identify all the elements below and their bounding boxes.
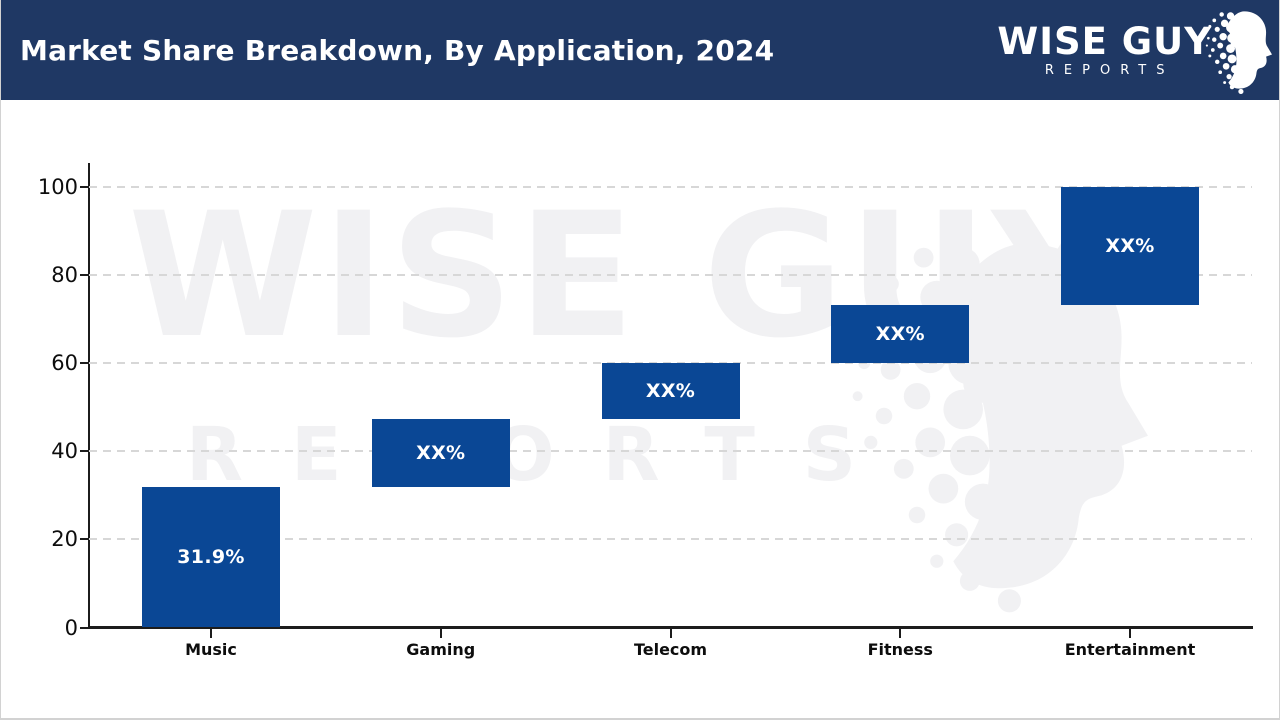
x-tick-mark [899,629,902,638]
bar-value-label: 31.9% [177,546,245,569]
y-tick-label: 0 [64,615,78,640]
y-tick-mark [80,274,89,277]
bar-value-label: XX% [416,441,466,464]
y-tick-mark [80,626,89,629]
bar-value-label: XX% [645,379,696,402]
x-category-label: Entertainment [1064,640,1196,659]
x-category-label: Music [185,640,237,659]
x-tick-mark [1129,629,1131,638]
chart-area: WISE GUY REPORTS 0 20 40 60 80 100 31.9% Music X… [0,100,1280,720]
x-axis-line [88,626,1253,629]
gridline [89,186,1252,188]
x-category-label: Fitness [867,640,933,659]
gridline [89,450,1252,453]
y-tick-mark [80,186,89,188]
bar-value-label: XX% [875,323,925,346]
bar-value-label: XX% [1105,235,1155,258]
bar: XX% [371,418,510,487]
y-tick-mark [80,450,89,453]
bar: XX% [831,305,970,364]
y-tick-label: 100 [37,175,78,199]
logo-face-icon [1205,11,1272,95]
bar: XX% [601,363,740,419]
chart-plot: 0 20 40 60 80 100 31.9% Music XX% Gaming XX% Teleco… [0,100,1280,720]
x-tick-mark [439,629,442,638]
gridline [89,274,1252,277]
logo-line1: WISE GUY [997,20,1212,63]
header-bar: Market Share Breakdown, By Application, … [0,0,1280,100]
y-tick-mark [80,362,89,365]
y-tick-label: 80 [51,263,78,288]
brand-logo: WISE GUY REPORTS [997,5,1280,95]
chart-title: Market Share Breakdown, By Application, … [20,33,775,67]
gridline [89,538,1252,541]
logo-wordmark: WISE GUY REPORTS [997,23,1212,77]
y-tick-mark [80,538,89,541]
y-tick-label: 40 [51,439,78,464]
y-axis-line [88,163,90,628]
bar: 31.9% [142,486,280,628]
x-category-label: Telecom [633,640,708,659]
x-tick-mark [669,629,672,638]
y-tick-label: 60 [51,351,78,376]
bar: XX% [1061,187,1199,306]
watermark-line2: REPORTS [186,412,905,498]
y-tick-label: 20 [51,527,78,552]
logo-line2: REPORTS [1044,63,1175,78]
x-category-label: Gaming [406,640,476,659]
x-tick-mark [210,629,212,638]
